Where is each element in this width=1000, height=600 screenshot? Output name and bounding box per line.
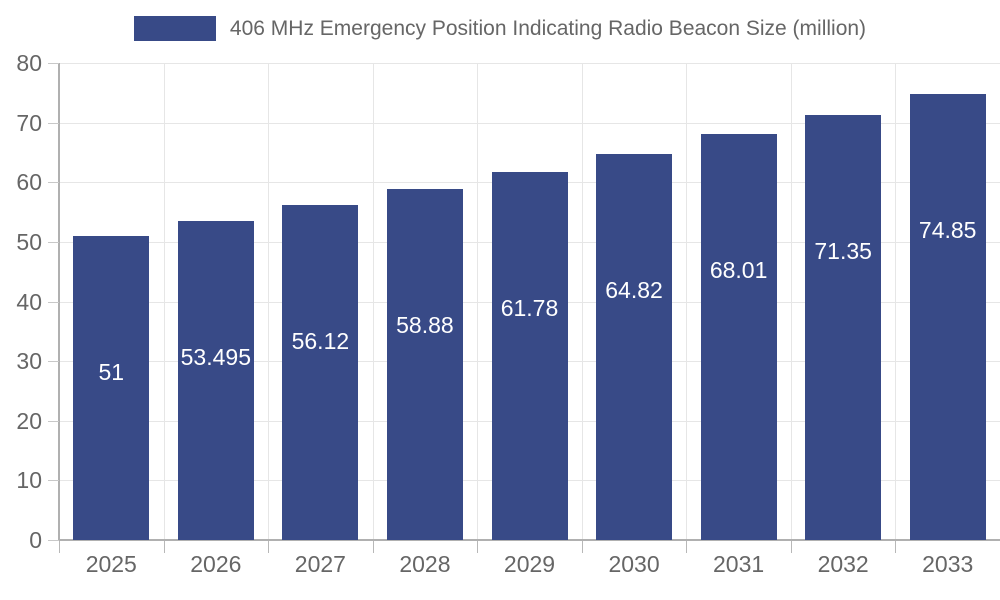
- x-axis-tick-label: 2028: [399, 551, 451, 577]
- bar-value-label: 56.12: [291, 328, 350, 355]
- bar-value-label: 74.85: [918, 216, 977, 243]
- legend-color-swatch: [133, 15, 216, 41]
- y-axis-tick-label: 10: [16, 467, 42, 494]
- y-tick-mark: [48, 182, 59, 184]
- x-tick-mark: [59, 541, 60, 553]
- y-tick-mark: [48, 480, 59, 482]
- bar[interactable]: [73, 235, 150, 540]
- y-tick-mark: [48, 301, 59, 303]
- x-gridline: [164, 63, 165, 540]
- bar-value-label: 71.35: [814, 237, 872, 264]
- x-axis-tick-label: 2032: [817, 551, 869, 577]
- bar[interactable]: [282, 205, 359, 540]
- x-gridline: [373, 63, 374, 540]
- bar-value-label: 61.78: [500, 294, 559, 321]
- x-tick-mark: [895, 541, 896, 553]
- y-axis-tick-label: 80: [16, 50, 42, 76]
- x-gridline: [477, 63, 478, 540]
- bar-value-label: 68.01: [709, 257, 768, 284]
- x-axis-tick-label: 2027: [294, 551, 346, 577]
- bar[interactable]: [909, 93, 986, 540]
- x-tick-mark: [686, 541, 687, 553]
- x-gridline: [686, 63, 687, 540]
- x-gridline: [895, 63, 896, 540]
- bar[interactable]: [491, 171, 568, 540]
- bar[interactable]: [596, 153, 673, 540]
- y-axis-tick-label: 70: [16, 109, 42, 136]
- y-tick-mark: [48, 122, 59, 124]
- y-axis-tick-label: 30: [16, 348, 42, 375]
- x-tick-mark: [477, 541, 478, 553]
- x-axis-tick-label: 2031: [713, 551, 765, 577]
- y-axis-tick-label: 50: [16, 228, 42, 255]
- x-tick-mark: [164, 541, 165, 553]
- x-axis-tick-label: 2033: [922, 551, 974, 577]
- x-axis-tick-label: 2030: [608, 551, 660, 577]
- x-tick-mark: [268, 541, 269, 553]
- y-axis-line: [58, 63, 60, 541]
- y-gridline: [59, 122, 1000, 124]
- y-axis-tick-label: 0: [29, 527, 42, 553]
- legend-label: 406 MHz Emergency Position Indicating Ra…: [229, 16, 867, 40]
- x-tick-mark: [791, 541, 792, 553]
- bar[interactable]: [177, 221, 254, 540]
- chart-legend: 406 MHz Emergency Position Indicating Ra…: [0, 0, 1000, 56]
- bar-value-label: 53.495: [180, 344, 251, 371]
- bar[interactable]: [805, 114, 882, 540]
- x-axis-tick-label: 2025: [85, 551, 137, 577]
- x-gridline: [582, 63, 583, 540]
- bar-value-label: 64.82: [605, 276, 663, 303]
- y-axis-tick-label: 20: [16, 407, 42, 434]
- bar[interactable]: [700, 134, 777, 540]
- y-tick-mark: [48, 63, 59, 64]
- y-tick-mark: [48, 361, 59, 363]
- x-gridline: [268, 63, 269, 540]
- bar[interactable]: [386, 188, 463, 540]
- y-axis-tick-label: 60: [16, 169, 42, 196]
- x-tick-mark: [582, 541, 583, 553]
- y-tick-mark: [48, 241, 59, 243]
- y-gridline: [59, 63, 1000, 64]
- x-axis-line: [59, 539, 1000, 541]
- y-axis-tick-label: 40: [16, 288, 42, 315]
- legend-item[interactable]: 406 MHz Emergency Position Indicating Ra…: [133, 15, 867, 41]
- y-tick-mark: [48, 420, 59, 422]
- x-axis-tick-label: 2026: [190, 551, 242, 577]
- bar-value-label: 58.88: [396, 311, 454, 338]
- x-gridline: [791, 63, 792, 540]
- x-axis-tick-label: 2029: [503, 551, 556, 577]
- y-tick-mark: [48, 540, 59, 541]
- bar-value-label: 51: [98, 358, 125, 385]
- x-tick-mark: [373, 541, 374, 553]
